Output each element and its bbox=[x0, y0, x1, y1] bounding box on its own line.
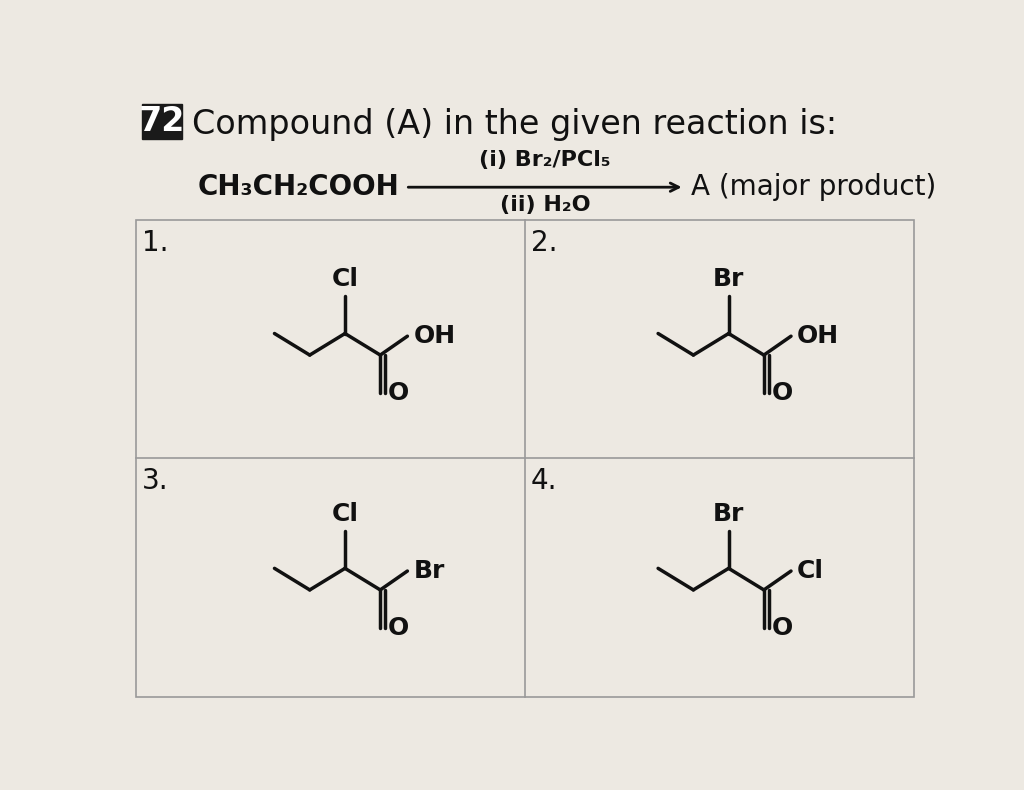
Text: 2.: 2. bbox=[531, 228, 557, 257]
Text: Compound (A) in the given reaction is:: Compound (A) in the given reaction is: bbox=[191, 107, 837, 141]
Text: Cl: Cl bbox=[798, 559, 824, 583]
Text: 72: 72 bbox=[139, 105, 185, 138]
Text: Br: Br bbox=[713, 267, 744, 292]
Text: O: O bbox=[388, 615, 410, 640]
Text: (ii) H₂O: (ii) H₂O bbox=[500, 195, 590, 215]
Text: OH: OH bbox=[798, 324, 840, 348]
Text: Cl: Cl bbox=[332, 267, 358, 292]
Text: 1.: 1. bbox=[142, 228, 169, 257]
Text: 3.: 3. bbox=[142, 468, 169, 495]
Text: Cl: Cl bbox=[332, 502, 358, 526]
Text: Br: Br bbox=[414, 559, 445, 583]
Bar bbox=[136, 220, 913, 697]
Text: OH: OH bbox=[414, 324, 456, 348]
Text: Br: Br bbox=[713, 502, 744, 526]
Text: O: O bbox=[772, 381, 793, 404]
Text: CH₃CH₂COOH: CH₃CH₂COOH bbox=[198, 173, 399, 201]
Bar bbox=[142, 104, 182, 140]
Text: (i) Br₂/PCl₅: (i) Br₂/PCl₅ bbox=[479, 150, 610, 171]
Text: O: O bbox=[772, 615, 793, 640]
Text: 4.: 4. bbox=[531, 468, 557, 495]
Text: O: O bbox=[388, 381, 410, 404]
Text: A (major product): A (major product) bbox=[690, 173, 936, 201]
